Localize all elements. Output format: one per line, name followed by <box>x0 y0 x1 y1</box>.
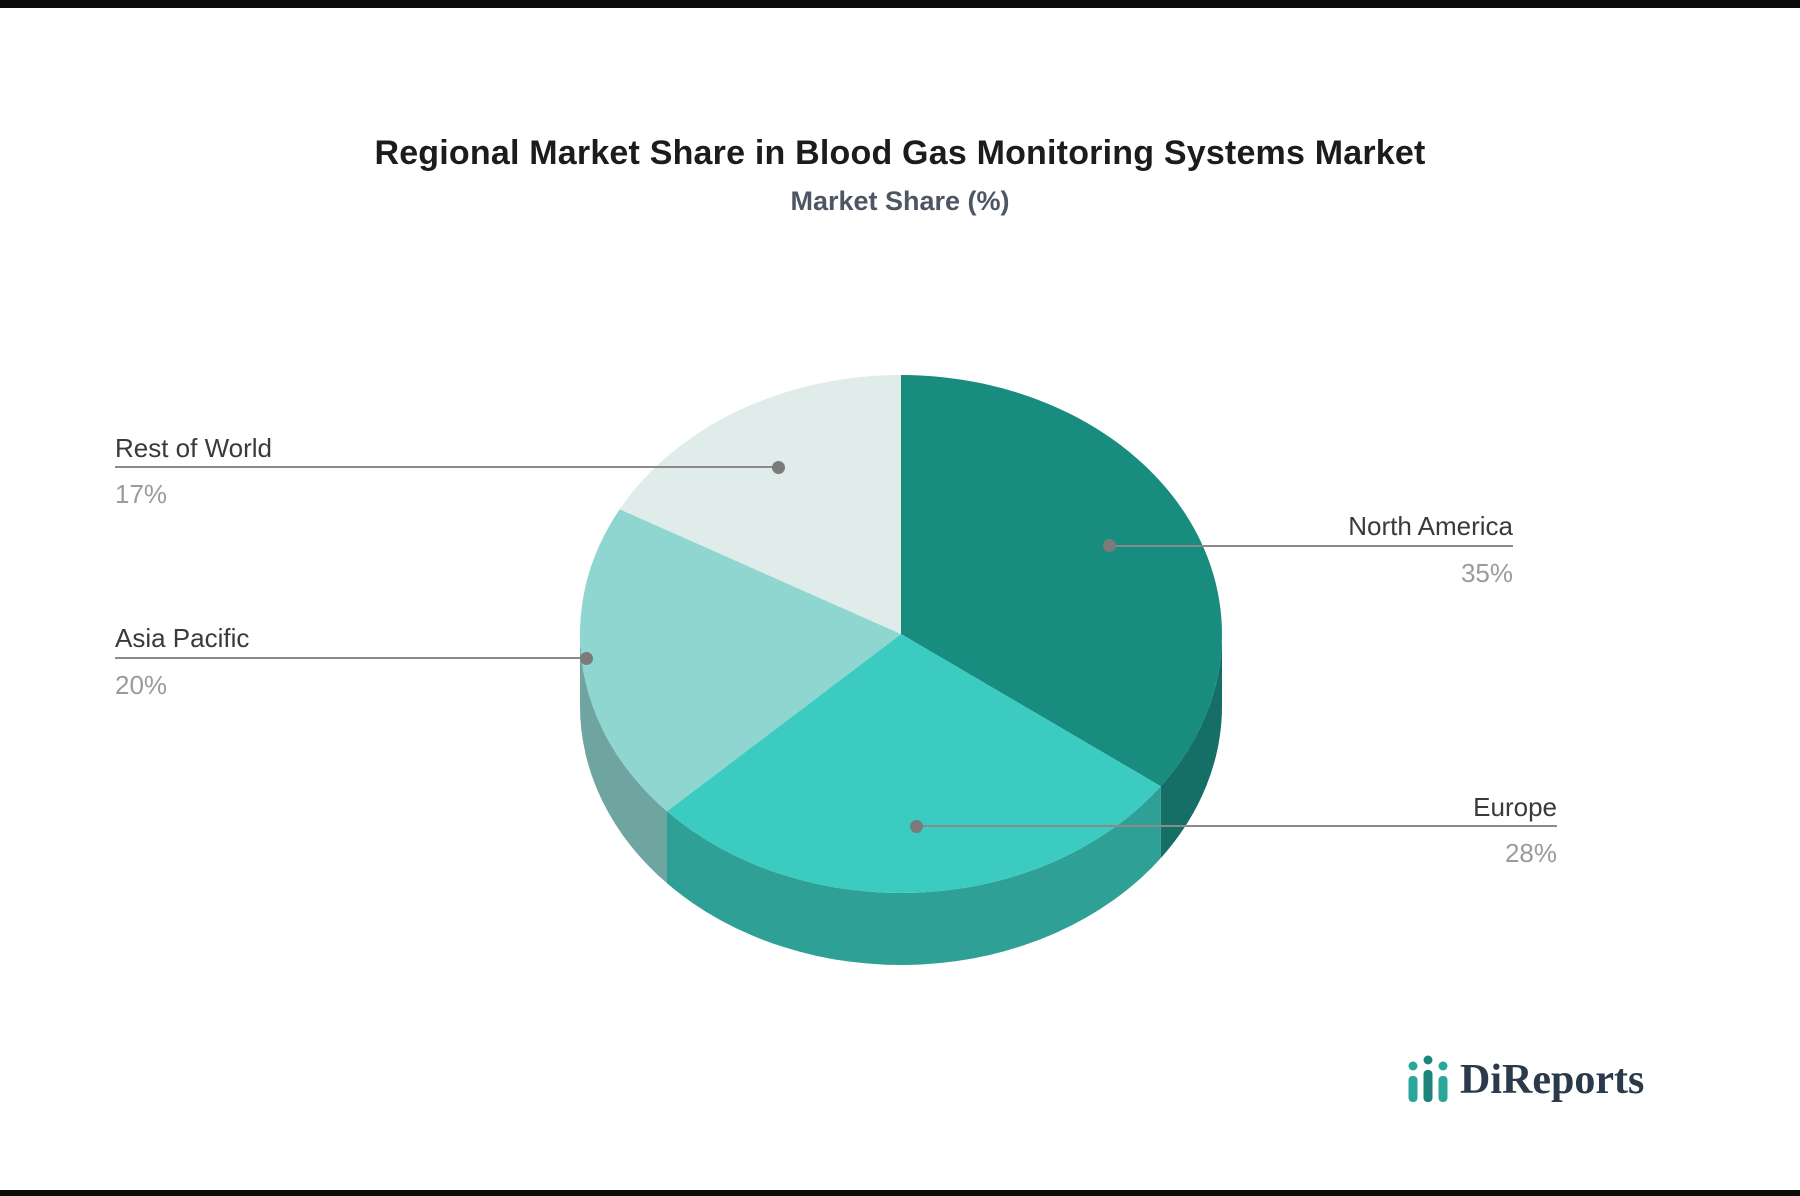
callout-label-asia-pacific: Asia Pacific <box>115 623 250 653</box>
pie-slice-europe[interactable] <box>667 634 1161 893</box>
direports-logo-text: DiReports <box>1460 1057 1645 1103</box>
pie-side-north-america <box>1160 634 1222 859</box>
callout-line-europe <box>917 825 1557 827</box>
callout-dot-asia-pacific <box>580 652 593 665</box>
callout-dot-north-america <box>1103 539 1116 552</box>
callout-label-europe: Europe <box>1473 792 1557 822</box>
callout-line-asia-pacific <box>115 657 587 659</box>
direports-logo: DiReports <box>1402 1052 1644 1108</box>
callout-value-europe: 28% <box>1504 838 1557 868</box>
callout-line-north-america <box>1110 545 1513 547</box>
callout-label-north-america: North America <box>1348 511 1513 541</box>
chart-subtitle: Market Share (%) <box>790 186 1010 216</box>
pie-slice-rest-of-world[interactable] <box>619 375 901 634</box>
pie-side-asia-pacific <box>580 634 667 884</box>
pie-side-europe <box>667 786 1161 965</box>
callout-dot-europe <box>910 820 923 833</box>
pie-slice-asia-pacific[interactable] <box>579 509 901 812</box>
callout-value-rest-of-world: 17% <box>115 479 168 509</box>
callout-value-north-america: 35% <box>1460 558 1513 588</box>
direports-logo-icon <box>1408 1055 1448 1102</box>
window-edge-bottom <box>0 1190 1800 1196</box>
window-edge-top <box>0 0 1800 8</box>
pie-slice-north-america[interactable] <box>901 375 1222 787</box>
chart-title: Regional Market Share in Blood Gas Monit… <box>374 134 1426 172</box>
callout-label-rest-of-world: Rest of World <box>115 433 273 463</box>
callout-line-rest-of-world <box>115 466 779 468</box>
callout-dot-rest-of-world <box>772 461 785 474</box>
callout-value-asia-pacific: 20% <box>115 670 168 700</box>
